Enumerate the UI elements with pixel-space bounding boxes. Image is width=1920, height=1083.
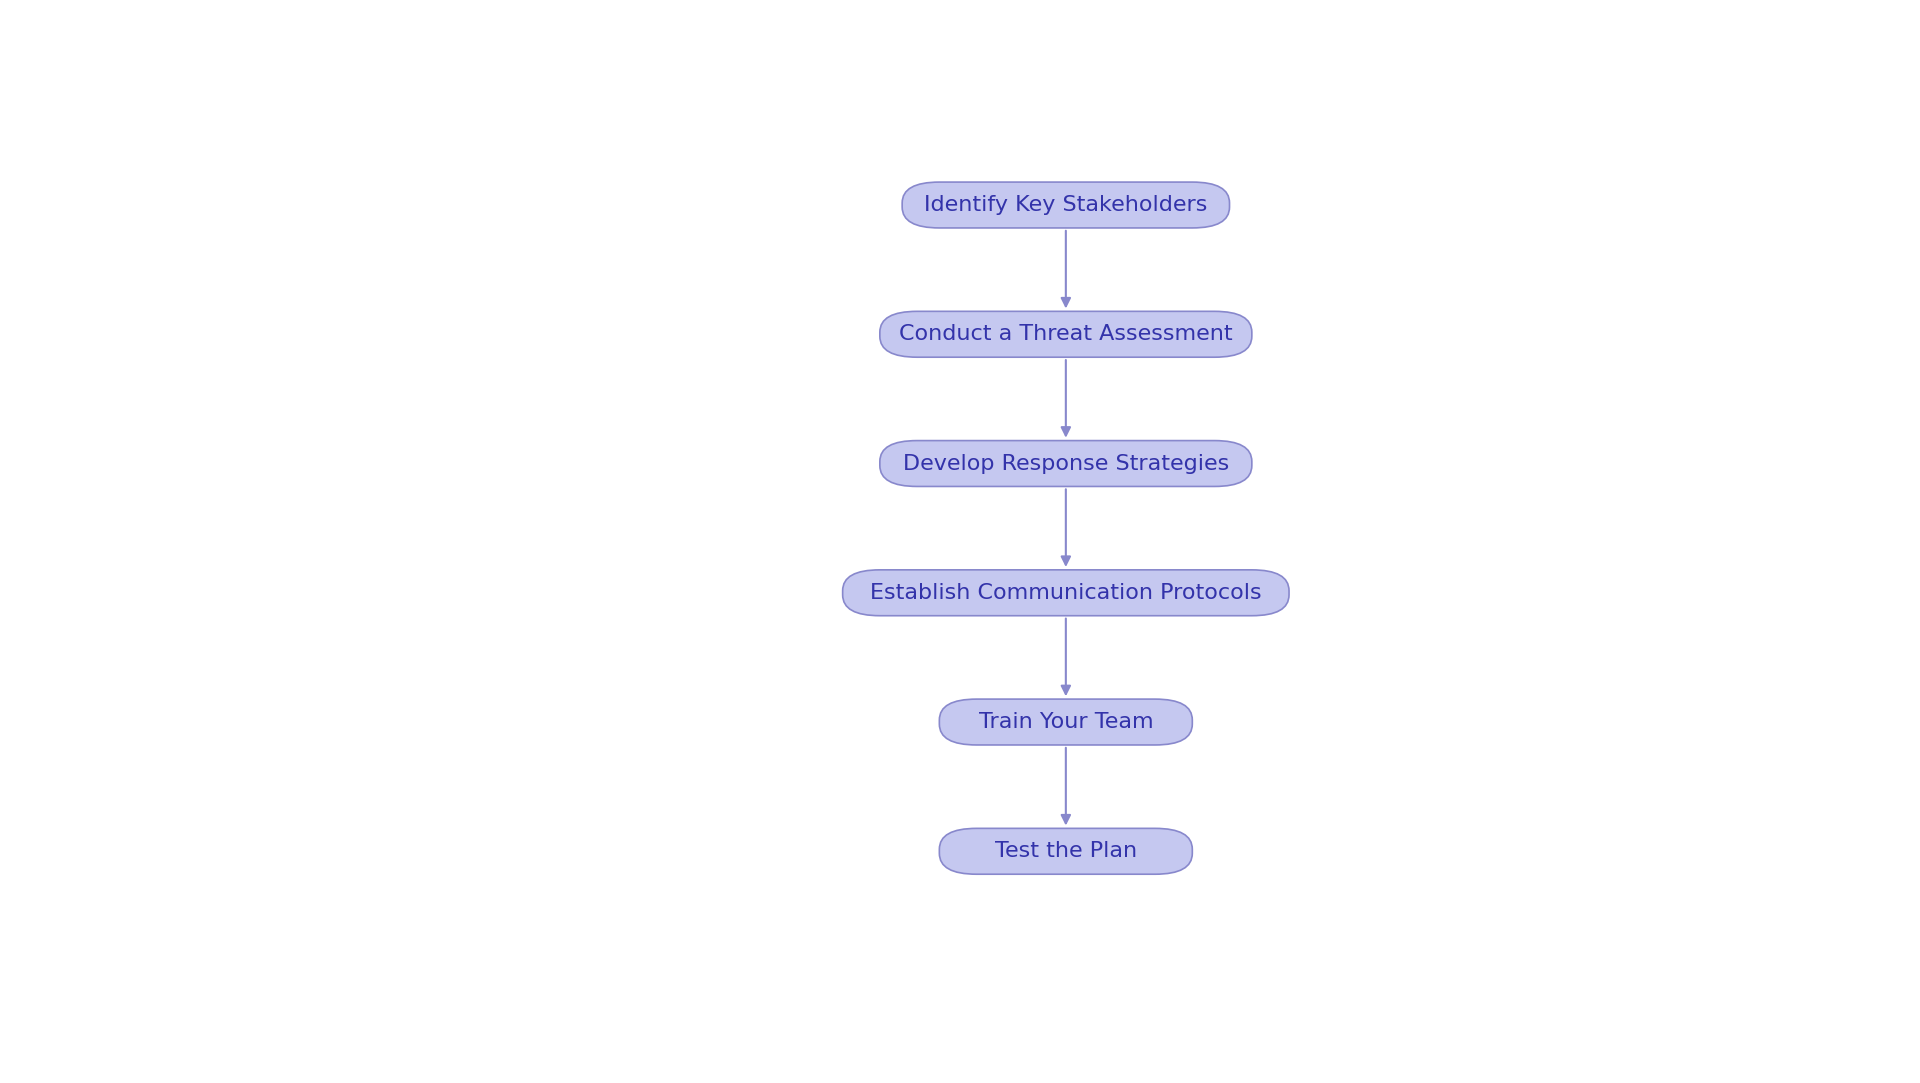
Text: Test the Plan: Test the Plan xyxy=(995,841,1137,861)
Text: Identify Key Stakeholders: Identify Key Stakeholders xyxy=(924,195,1208,216)
FancyBboxPatch shape xyxy=(939,828,1192,874)
Text: Train Your Team: Train Your Team xyxy=(979,712,1154,732)
FancyBboxPatch shape xyxy=(879,441,1252,486)
Text: Establish Communication Protocols: Establish Communication Protocols xyxy=(870,583,1261,603)
FancyBboxPatch shape xyxy=(879,311,1252,357)
FancyBboxPatch shape xyxy=(843,570,1288,616)
Text: Develop Response Strategies: Develop Response Strategies xyxy=(902,454,1229,473)
FancyBboxPatch shape xyxy=(939,700,1192,745)
FancyBboxPatch shape xyxy=(902,182,1229,227)
Text: Conduct a Threat Assessment: Conduct a Threat Assessment xyxy=(899,324,1233,344)
